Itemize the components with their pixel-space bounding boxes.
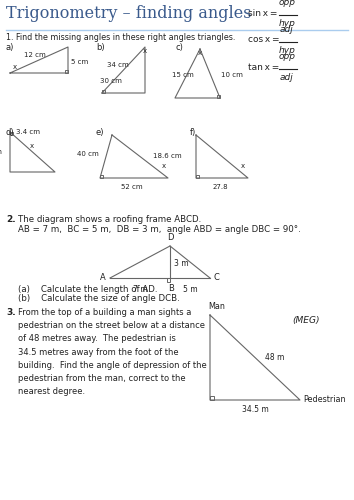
Text: 3 m: 3 m bbox=[174, 260, 189, 268]
Text: b): b) bbox=[96, 43, 105, 52]
Text: The diagram shows a roofing frame ABCD.: The diagram shows a roofing frame ABCD. bbox=[18, 215, 201, 224]
Text: sin x =: sin x = bbox=[248, 8, 278, 18]
Text: 5.2 cm: 5.2 cm bbox=[0, 149, 2, 155]
Text: 12 cm: 12 cm bbox=[24, 52, 46, 58]
Text: cos x =: cos x = bbox=[248, 36, 280, 44]
Text: 1. Find the missing angles in these right angles triangles.: 1. Find the missing angles in these righ… bbox=[6, 32, 235, 42]
Text: x: x bbox=[143, 48, 147, 54]
Text: D: D bbox=[167, 233, 173, 242]
Text: x: x bbox=[13, 64, 17, 70]
Text: (b)    Calculate the size of angle DCB.: (b) Calculate the size of angle DCB. bbox=[18, 294, 180, 303]
Text: B: B bbox=[168, 284, 174, 293]
Text: adj: adj bbox=[280, 25, 294, 34]
Text: 30 cm: 30 cm bbox=[100, 78, 122, 84]
Text: 3.4 cm: 3.4 cm bbox=[16, 129, 40, 135]
Text: x: x bbox=[162, 163, 166, 169]
Text: 2.: 2. bbox=[6, 215, 16, 224]
Text: (MEG): (MEG) bbox=[292, 316, 320, 325]
Text: 5 m: 5 m bbox=[183, 285, 197, 294]
Text: Man: Man bbox=[208, 302, 225, 311]
Text: x: x bbox=[198, 50, 202, 56]
Text: a): a) bbox=[6, 43, 15, 52]
Text: 3.: 3. bbox=[6, 308, 16, 317]
Text: 27.8: 27.8 bbox=[212, 184, 228, 190]
Text: 52 cm: 52 cm bbox=[121, 184, 143, 190]
Text: hyp: hyp bbox=[279, 46, 296, 55]
Text: From the top of a building a man sights a
pedestrian on the street below at a di: From the top of a building a man sights … bbox=[18, 308, 207, 396]
Text: f): f) bbox=[190, 128, 196, 137]
Text: C: C bbox=[214, 274, 220, 282]
Text: tan x =: tan x = bbox=[248, 62, 279, 72]
Text: opp: opp bbox=[279, 52, 296, 61]
Text: Trigonometry – finding angles: Trigonometry – finding angles bbox=[6, 4, 251, 21]
Text: c): c) bbox=[176, 43, 184, 52]
Text: 7 m: 7 m bbox=[133, 285, 147, 294]
Text: A: A bbox=[100, 274, 106, 282]
Text: hyp: hyp bbox=[279, 19, 296, 28]
Text: x: x bbox=[241, 163, 245, 169]
Text: 40 cm: 40 cm bbox=[77, 151, 99, 157]
Text: d): d) bbox=[6, 128, 15, 137]
Text: (a)    Calculate the length of AD.: (a) Calculate the length of AD. bbox=[18, 285, 158, 294]
Text: x: x bbox=[30, 143, 34, 149]
Text: 34 cm: 34 cm bbox=[107, 62, 129, 68]
Text: 5 cm: 5 cm bbox=[71, 59, 88, 65]
Text: e): e) bbox=[96, 128, 104, 137]
Text: AB = 7 m,  BC = 5 m,  DB = 3 m,  angle ABD = angle DBC = 90°.: AB = 7 m, BC = 5 m, DB = 3 m, angle ABD … bbox=[18, 225, 301, 234]
Text: 10 cm: 10 cm bbox=[221, 72, 243, 78]
Text: 34.5 m: 34.5 m bbox=[242, 405, 268, 414]
Text: adj: adj bbox=[280, 73, 294, 82]
Text: opp: opp bbox=[279, 0, 296, 7]
Text: 48 m: 48 m bbox=[265, 353, 284, 362]
Text: Pedestrian: Pedestrian bbox=[303, 396, 346, 404]
Text: 15 cm: 15 cm bbox=[172, 72, 194, 78]
Text: 18.6 cm: 18.6 cm bbox=[153, 153, 182, 159]
